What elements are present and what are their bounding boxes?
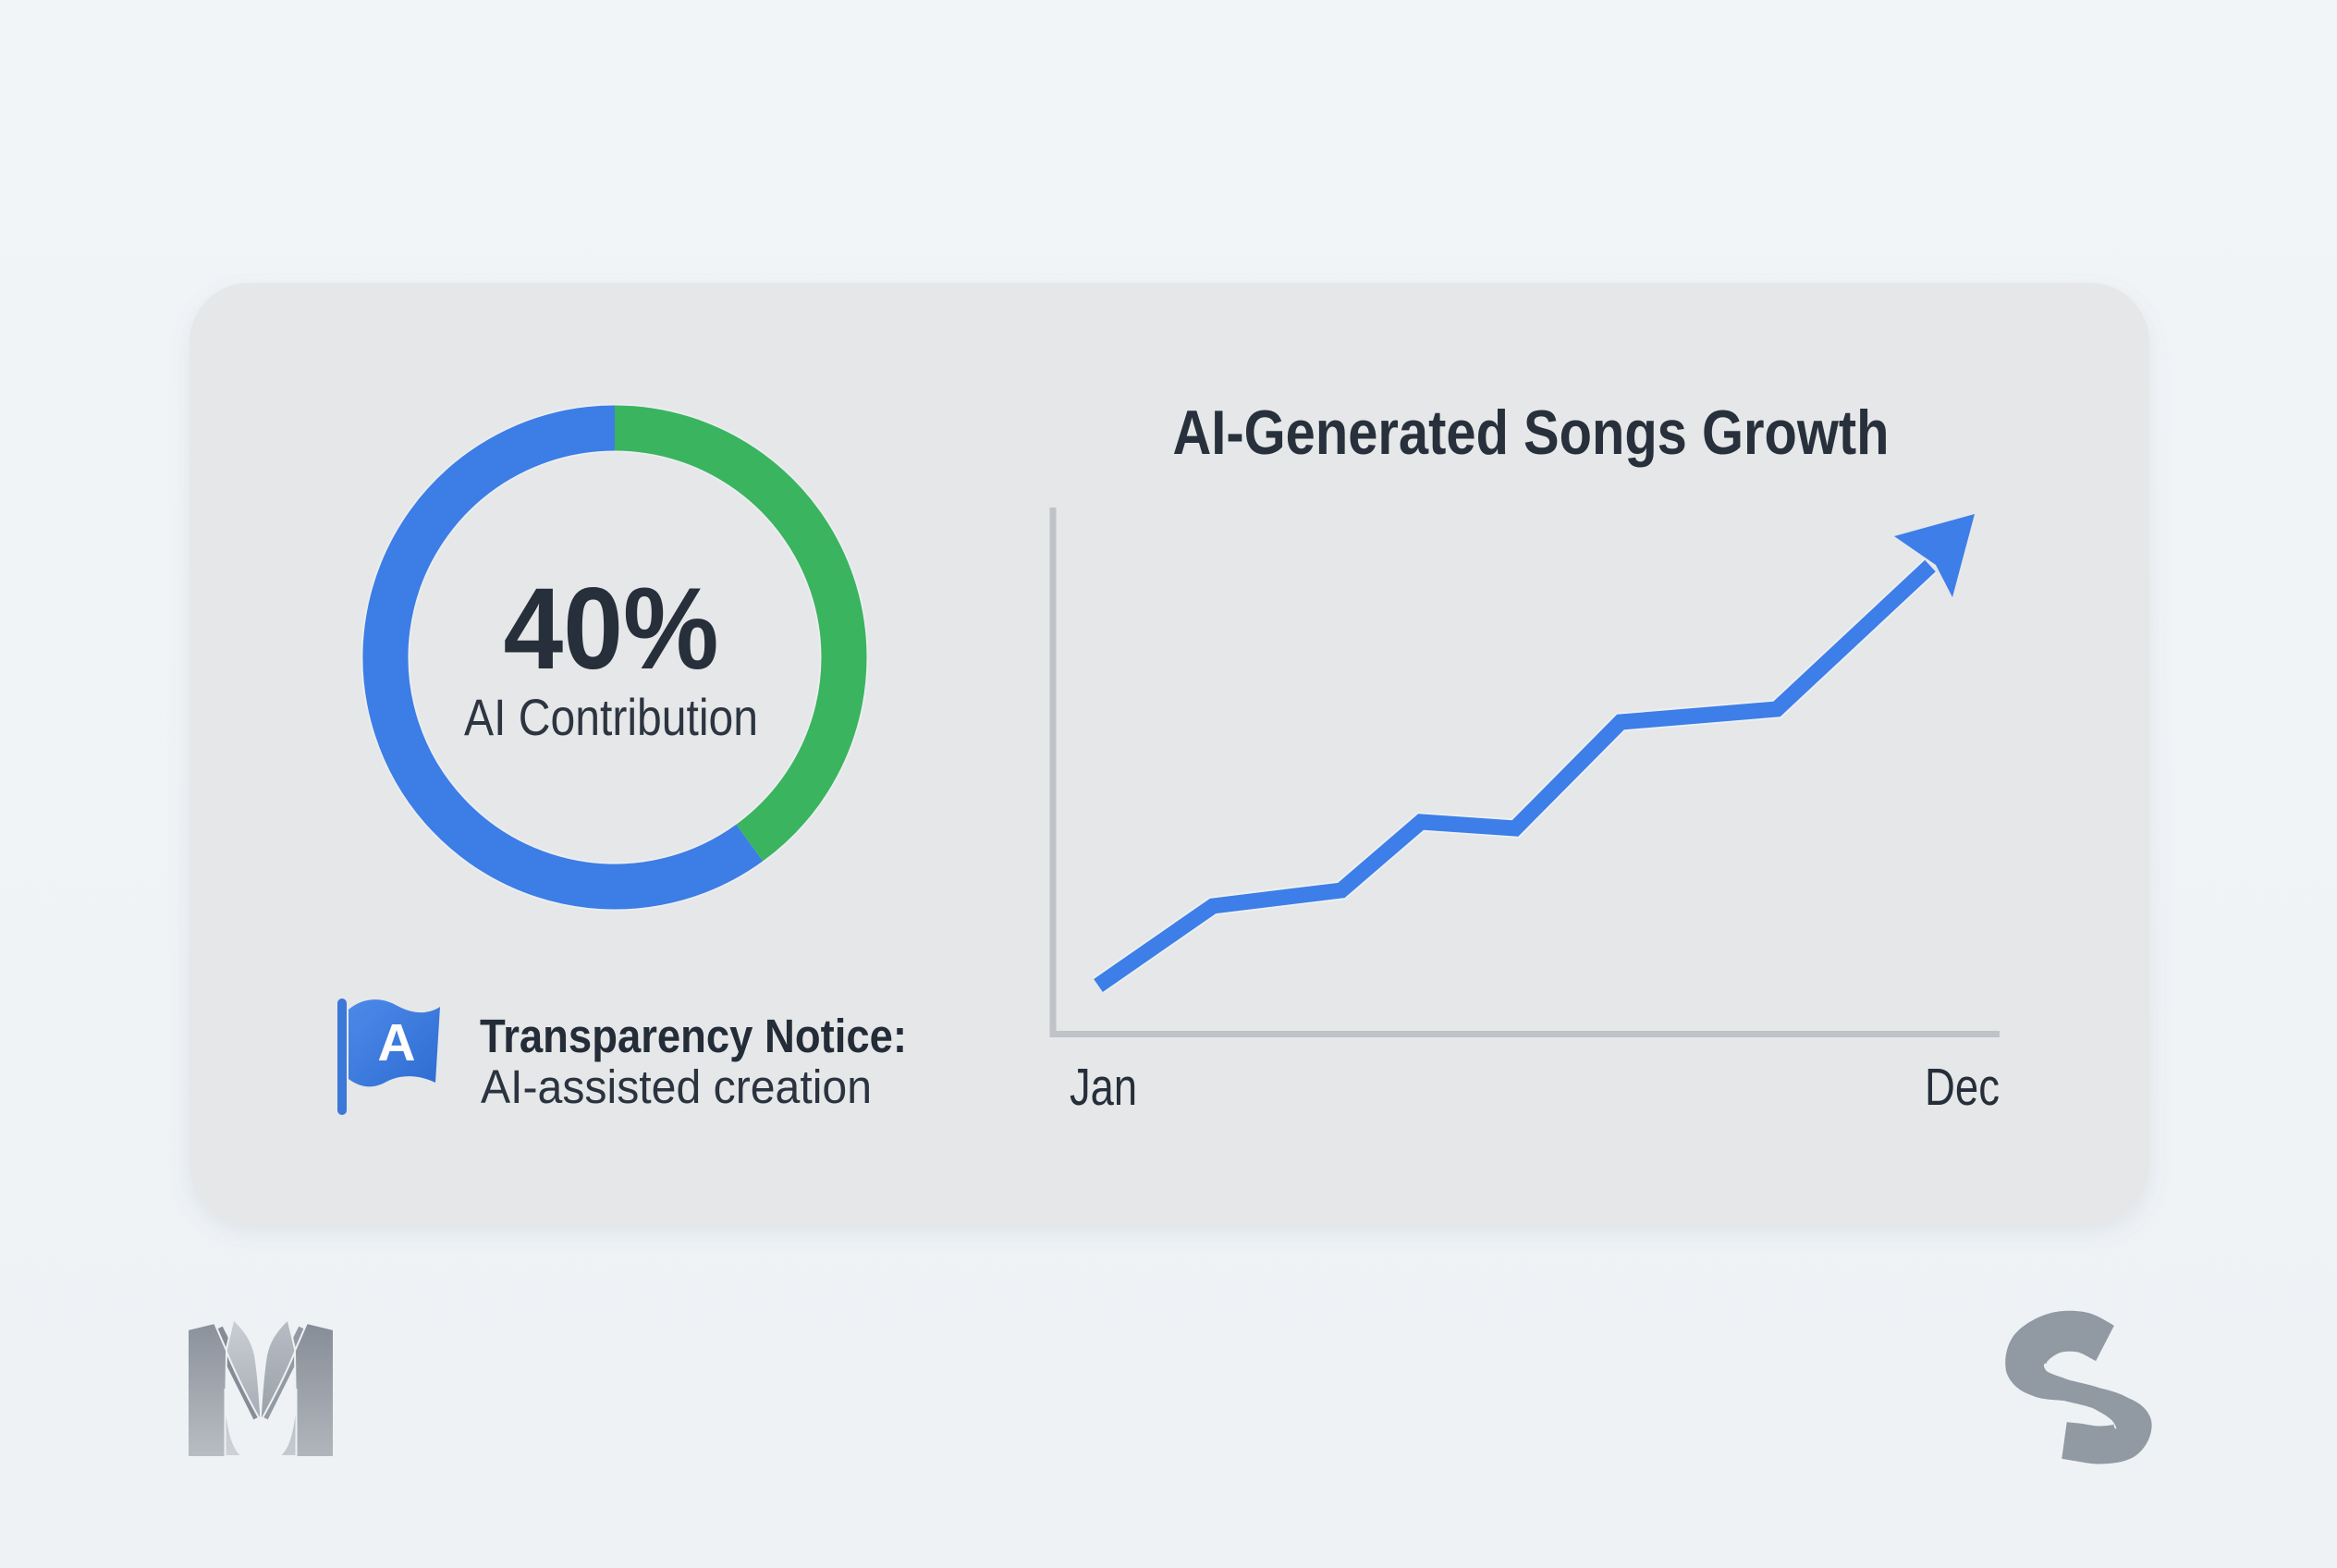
svg-text:Jan: Jan xyxy=(1070,1058,1137,1117)
svg-text:AI-Generated Songs Growth: AI-Generated Songs Growth xyxy=(1173,398,1890,468)
svg-text:A: A xyxy=(377,1013,415,1072)
svg-text:AI Contribution: AI Contribution xyxy=(464,688,758,746)
svg-text:Dec: Dec xyxy=(1925,1058,2000,1117)
svg-text:40%: 40% xyxy=(504,565,719,693)
svg-text:AI-assisted creation: AI-assisted creation xyxy=(481,1060,872,1113)
svg-text:Transparency Notice:: Transparency Notice: xyxy=(480,1010,907,1062)
